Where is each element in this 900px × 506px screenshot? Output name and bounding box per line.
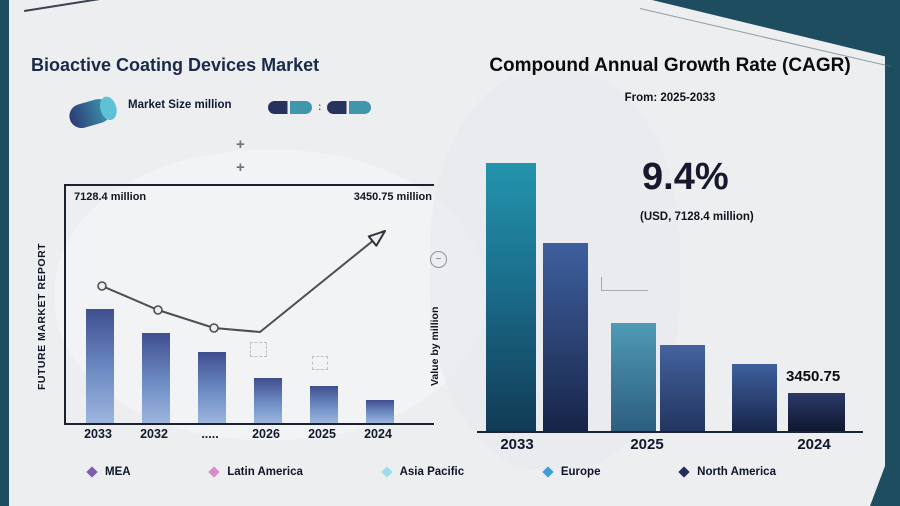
value-2033: 7128.4 million <box>74 191 147 203</box>
plus-decoration: + <box>236 159 245 176</box>
diamond-icon <box>542 466 554 478</box>
market-size-bar-2024 <box>366 400 394 423</box>
trend-marker-icon <box>153 305 163 315</box>
pill-separator: : <box>318 102 322 113</box>
diamond-icon <box>86 466 98 478</box>
market-size-cylinder-icon <box>62 92 122 134</box>
diagonal-line-decoration <box>24 0 116 12</box>
cagr-detail: (USD, 7128.4 million) <box>640 211 754 223</box>
cagr-subtitle: From: 2025-2033 <box>624 92 716 104</box>
x-axis-label: 2026 <box>252 427 280 441</box>
value-annotation-3450: 3450.75 <box>786 368 841 385</box>
x-axis-label: 2025 <box>308 427 336 441</box>
left-chart-title: Bioactive Coating Devices Market <box>31 55 320 75</box>
diamond-icon <box>678 466 690 478</box>
legend-item-latin-america: Latin America <box>208 466 303 478</box>
legend-item-asia-pacific: Asia Pacific <box>380 466 465 478</box>
trend-line <box>101 238 376 334</box>
left-chart-bars <box>86 309 394 423</box>
cagr-x-label: 2025 <box>630 436 664 453</box>
market-size-bar-2032 <box>142 333 170 423</box>
right-chart-bars <box>477 0 863 433</box>
diamond-icon <box>208 466 220 478</box>
cagr-bar-2024-2 <box>788 393 845 431</box>
trend-marker-icon <box>97 281 107 291</box>
market-size-legend-label: Market Size million <box>128 99 232 111</box>
minus-circle-icon: − <box>430 251 447 268</box>
market-size-bar-2033 <box>86 309 114 423</box>
dashed-square-decoration <box>312 356 328 370</box>
x-axis-label: 2032 <box>140 427 168 441</box>
region-legend: MEA Latin America Asia Pacific Europe North … <box>86 466 776 478</box>
trend-arrow-svg <box>97 230 386 334</box>
gradient-pill <box>327 101 372 114</box>
legend-item-europe: Europe <box>542 466 601 478</box>
legend-label: Asia Pacific <box>399 466 465 478</box>
value-2024: 3450.75 million <box>353 191 432 203</box>
legend-item-mea: MEA <box>86 466 131 478</box>
gradient-pill <box>268 101 312 114</box>
left-chart: 7128.4 million 3450.75 million <box>64 184 434 425</box>
cagr-x-label: 2033 <box>500 436 534 453</box>
right-edge-accent-bar <box>885 0 900 506</box>
trend-marker-icon <box>209 323 219 333</box>
legend-label: North America <box>697 466 776 478</box>
market-size-bar-..... <box>198 352 226 423</box>
cagr-bar-2033-2 <box>543 243 588 431</box>
bracket-decoration <box>601 277 648 291</box>
right-chart-labels: 2033 2025 2024 <box>0 436 900 456</box>
legend-label: Europe <box>560 466 601 478</box>
diamond-icon <box>380 466 393 478</box>
cagr-bar-2025-1 <box>611 323 656 431</box>
cagr-bar-2033-1 <box>486 163 536 431</box>
left-chart-x-labels: 2033 2032..... 2026 2025 2024 <box>84 427 392 441</box>
cagr-x-label: 2024 <box>797 436 831 453</box>
x-axis-label: 2033 <box>84 427 112 441</box>
market-size-bar-2025 <box>310 386 338 423</box>
cagr-value: 9.4% <box>642 156 729 198</box>
future-market-report-label: FUTURE MARKET REPORT <box>36 242 48 390</box>
legend-label: MEA <box>105 466 131 478</box>
cagr-bar-2025-2 <box>660 345 705 431</box>
dashed-square-decoration <box>250 342 267 357</box>
cagr-title: Compound Annual Growth Rate (CAGR) <box>489 55 851 76</box>
arrow-head-icon <box>367 230 386 247</box>
value-axis-label: Value by million <box>429 306 441 386</box>
legend-item-north-america: North America <box>678 466 776 478</box>
endpoint-values: 7128.4 million 3450.75 million <box>74 191 432 203</box>
cagr-bar-2024-1 <box>732 364 777 431</box>
legend-label: Latin America <box>227 466 303 478</box>
scale-pills: : <box>268 101 372 114</box>
x-axis-label: ..... <box>201 427 219 441</box>
left-edge-accent-bar <box>0 0 9 506</box>
market-size-bar-2026 <box>254 378 282 423</box>
x-axis-label: 2024 <box>364 427 392 441</box>
plus-decoration: + <box>236 136 245 153</box>
